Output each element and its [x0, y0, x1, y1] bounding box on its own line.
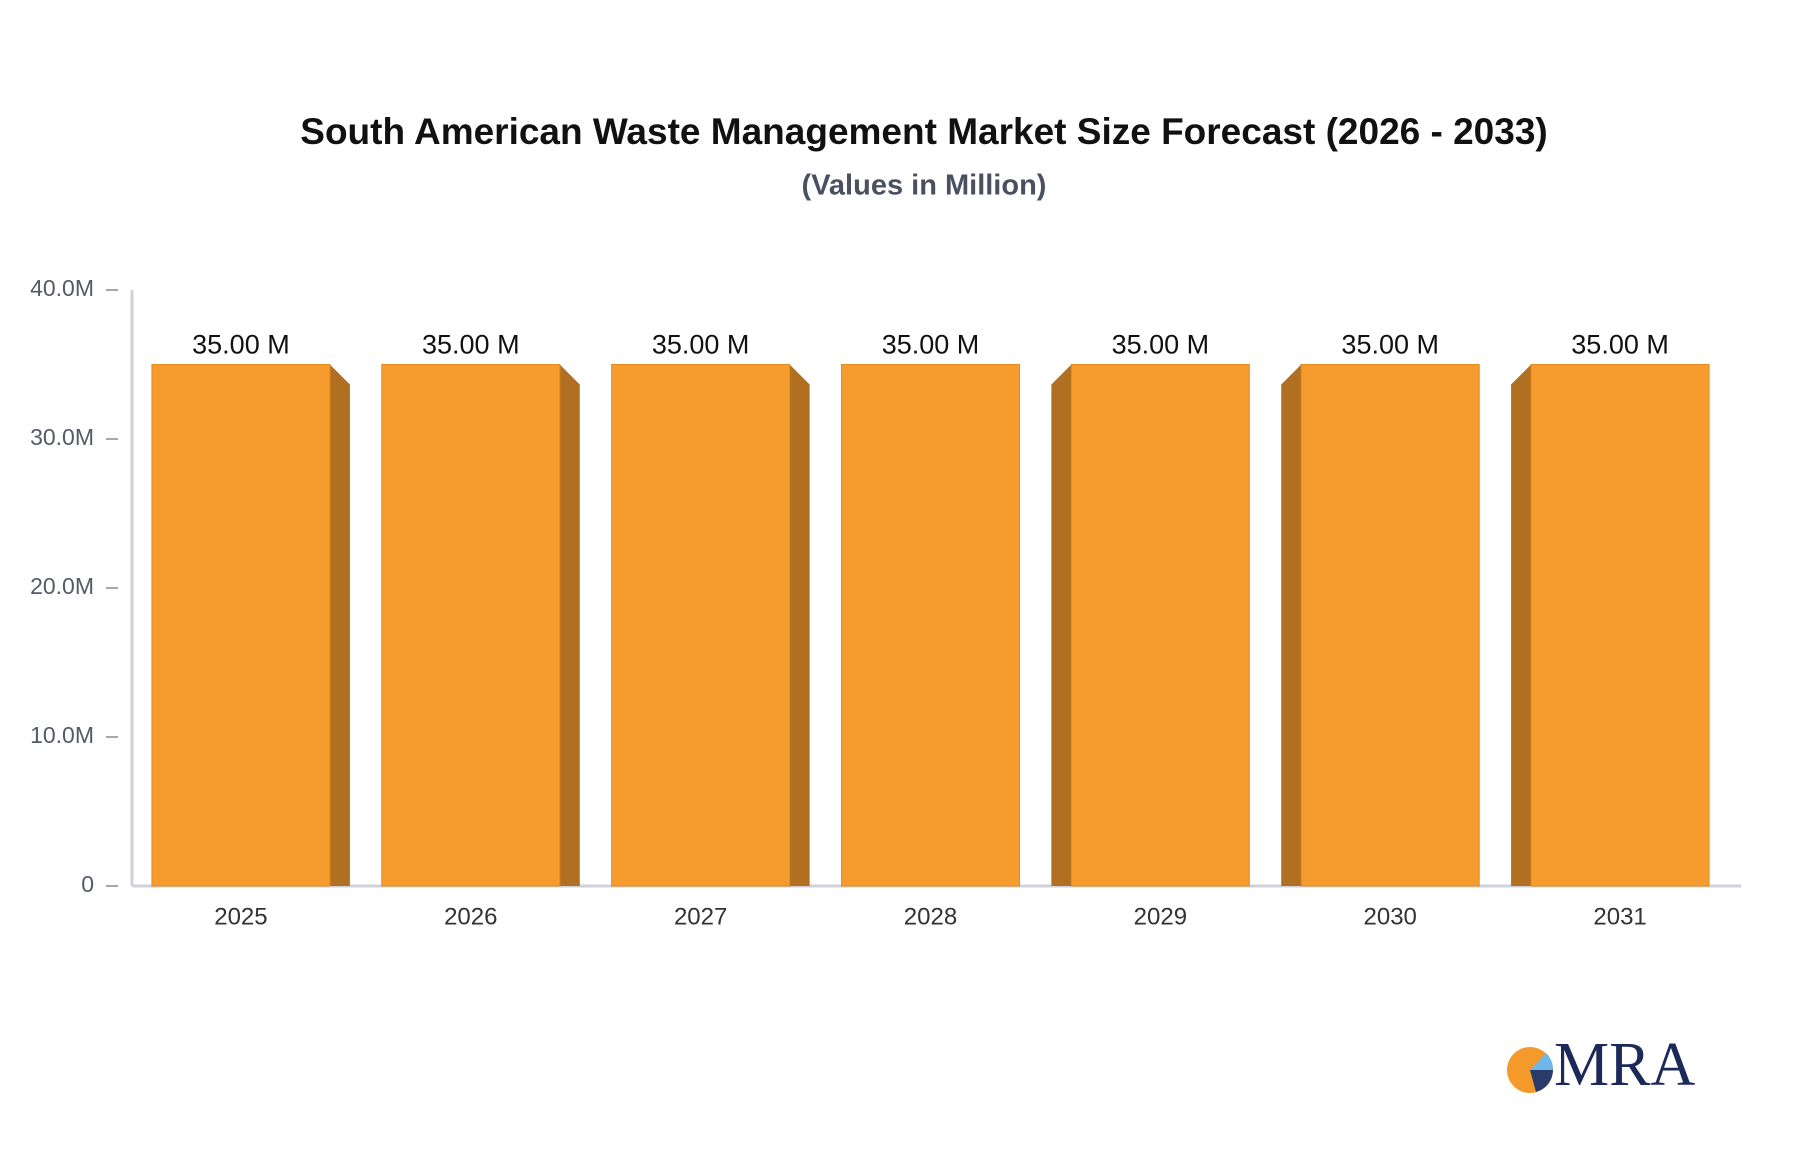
- y-tick-label: 40.0M: [30, 275, 94, 301]
- chart-subtitle: (Values in Million): [802, 170, 1047, 202]
- value-label: 35.00 M: [1112, 330, 1210, 360]
- bar-side: [1511, 364, 1532, 886]
- bar: [1530, 364, 1710, 887]
- x-tick-label: 2030: [1364, 903, 1417, 930]
- bar: [611, 364, 791, 887]
- logo-text: MRA: [1554, 1031, 1695, 1099]
- bar: [151, 364, 331, 887]
- bar: [1070, 364, 1250, 887]
- bar-side: [1051, 364, 1072, 886]
- x-tick-label: 2025: [214, 903, 267, 930]
- bar: [381, 364, 561, 887]
- chart-title: South American Waste Management Market S…: [300, 111, 1547, 152]
- bar: [1300, 364, 1480, 887]
- value-label: 35.00 M: [422, 330, 520, 360]
- value-label: 35.00 M: [1571, 330, 1669, 360]
- logo-icon-slice: [1530, 1053, 1554, 1070]
- x-tick-label: 2028: [904, 903, 957, 930]
- value-label: 35.00 M: [882, 330, 980, 360]
- value-label: 35.00 M: [1341, 330, 1439, 360]
- y-tick-label: 10.0M: [30, 722, 94, 748]
- y-tick-label: 20.0M: [30, 573, 94, 599]
- bar-side: [329, 364, 350, 886]
- x-tick-label: 2027: [674, 903, 727, 930]
- x-tick-label: 2026: [444, 903, 497, 930]
- x-tick-label: 2031: [1593, 903, 1646, 930]
- y-tick-label: 0: [81, 871, 94, 897]
- bar-side: [789, 364, 810, 886]
- value-label: 35.00 M: [192, 330, 290, 360]
- value-label: 35.00 M: [652, 330, 750, 360]
- logo: MRA: [1507, 1031, 1695, 1099]
- x-tick-label: 2029: [1134, 903, 1187, 930]
- bar-side: [1281, 364, 1302, 886]
- y-tick-label: 30.0M: [30, 424, 94, 450]
- bar-side: [559, 364, 580, 886]
- bar: [841, 364, 1020, 887]
- logo-icon-slice: [1530, 1070, 1553, 1092]
